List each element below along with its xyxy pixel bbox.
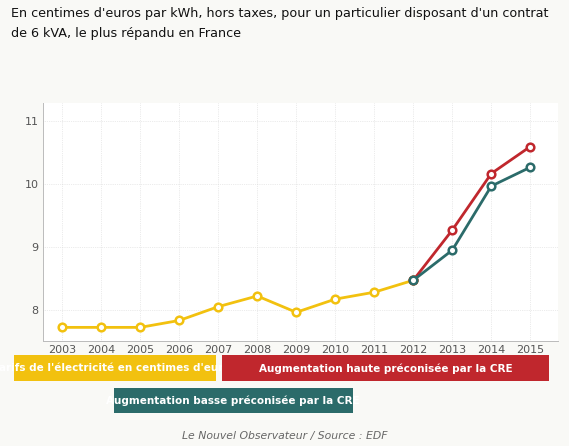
Text: Augmentation haute préconisée par la CRE: Augmentation haute préconisée par la CRE: [259, 363, 512, 374]
Text: Tarifs de l'électricité en centimes d'euros: Tarifs de l'électricité en centimes d'eu…: [0, 363, 237, 373]
Text: de 6 kVA, le plus répandu en France: de 6 kVA, le plus répandu en France: [11, 27, 241, 40]
Text: Le Nouvel Observateur / Source : EDF: Le Nouvel Observateur / Source : EDF: [182, 431, 387, 441]
Text: Augmentation basse préconisée par la CRE: Augmentation basse préconisée par la CRE: [106, 395, 360, 406]
Text: En centimes d'euros par kWh, hors taxes, pour un particulier disposant d'un cont: En centimes d'euros par kWh, hors taxes,…: [11, 7, 549, 20]
